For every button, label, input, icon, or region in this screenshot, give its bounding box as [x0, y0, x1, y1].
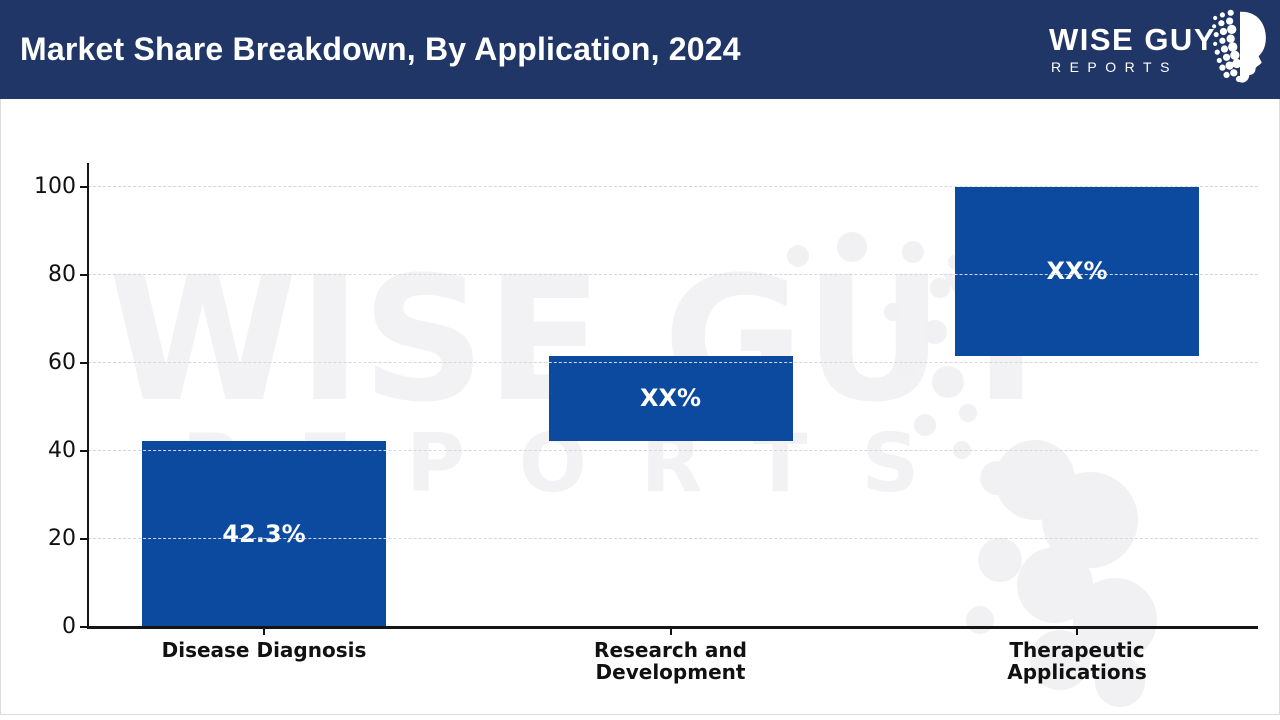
- y-tick-mark: [80, 274, 88, 276]
- gridline-y-80: [88, 274, 1258, 275]
- y-tick-label: 100: [34, 174, 76, 199]
- gridline-y-20: [88, 538, 1258, 539]
- bar-value-label: 42.3%: [222, 519, 306, 548]
- x-axis-category-label: Research and Development: [594, 638, 747, 684]
- bar-value-label: XX%: [639, 384, 702, 413]
- y-tick-mark: [80, 186, 88, 188]
- chart-bar-1: 42.3%: [142, 440, 386, 627]
- gridline-y-40: [88, 450, 1258, 451]
- brand-name: WISE GUY: [1048, 22, 1216, 57]
- chart-bar-3: XX%: [955, 187, 1199, 356]
- y-tick-mark: [80, 626, 88, 628]
- y-tick-mark: [80, 450, 88, 452]
- x-axis-spine: [87, 626, 1258, 629]
- brand-logo: WISE GUY REPORTS: [1049, 9, 1270, 87]
- gridline-y-60: [88, 362, 1258, 363]
- x-axis-category-label: Therapeutic Applications: [1007, 638, 1147, 684]
- bar-value-label: XX%: [1046, 257, 1108, 286]
- gridline-y-100: [88, 186, 1258, 187]
- y-tick-label: 60: [48, 350, 76, 375]
- x-tick-mark: [1076, 628, 1078, 635]
- x-axis-category-label: Disease Diagnosis: [161, 638, 367, 662]
- header-bar: Market Share Breakdown, By Application, …: [0, 0, 1280, 99]
- y-tick-mark: [80, 538, 88, 540]
- brand-head-icon: [1212, 9, 1266, 83]
- y-tick-label: 20: [48, 526, 76, 551]
- page-title: Market Share Breakdown, By Application, …: [20, 31, 741, 67]
- y-tick-label: 40: [48, 438, 76, 463]
- y-axis-spine: [87, 163, 89, 629]
- y-tick-label: 80: [48, 262, 76, 287]
- brand-logo-text: WISE GUY REPORTS: [1049, 24, 1216, 75]
- y-tick-mark: [80, 362, 88, 364]
- x-tick-mark: [263, 628, 265, 635]
- chart-bar-2: XX%: [548, 355, 793, 441]
- x-tick-mark: [669, 628, 672, 635]
- brand-subname: REPORTS: [1050, 59, 1178, 75]
- y-tick-label: 0: [62, 614, 76, 639]
